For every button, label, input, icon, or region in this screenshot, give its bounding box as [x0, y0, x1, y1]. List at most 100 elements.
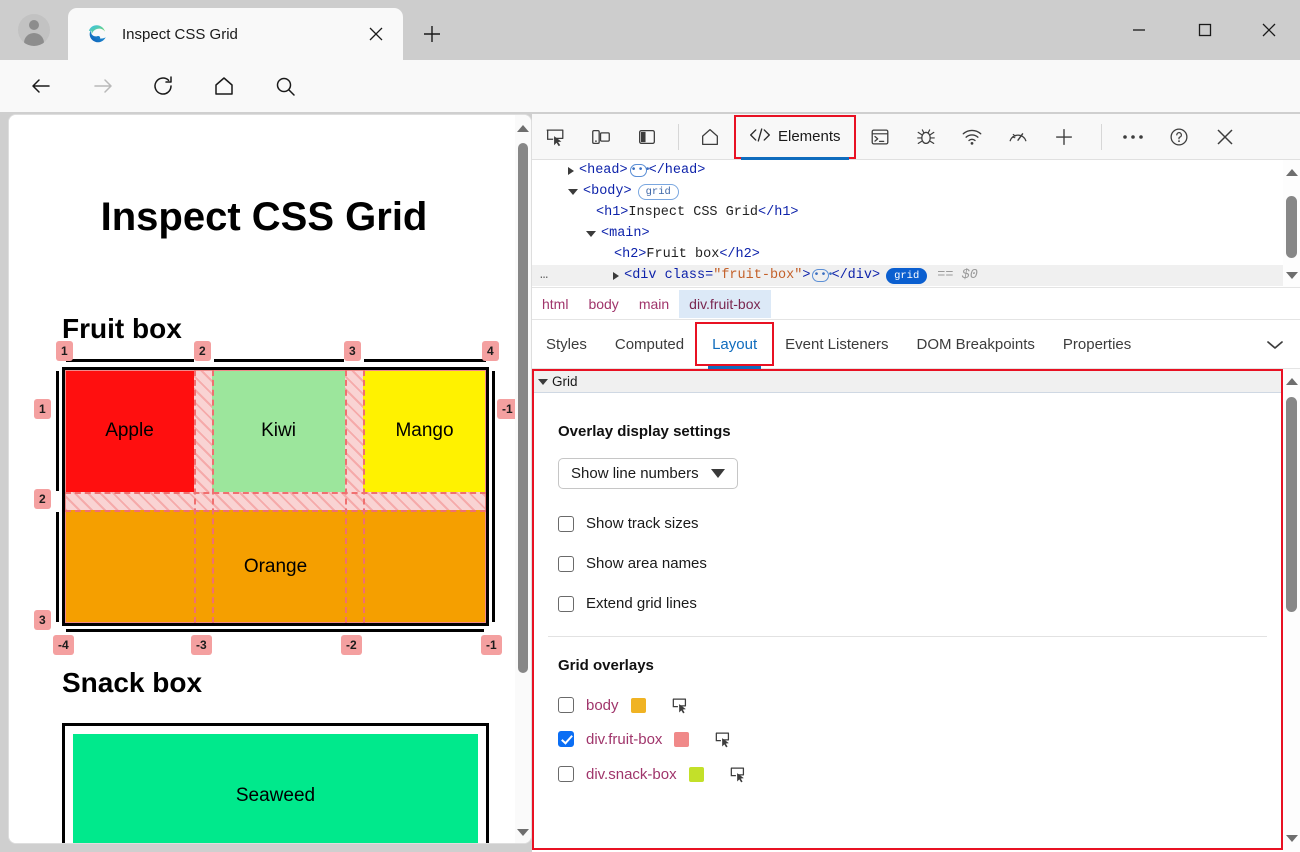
- breadcrumb-item-main[interactable]: main: [638, 295, 670, 312]
- collapsed-children-icon[interactable]: •••: [629, 164, 652, 177]
- tab-event-listeners[interactable]: Event Listeners: [785, 335, 889, 353]
- dock-side-icon[interactable]: [630, 120, 664, 154]
- grid-section-body: Overlay display settings Show line numbe…: [534, 393, 1281, 850]
- devtools-more-icon[interactable]: [1116, 120, 1150, 154]
- breadcrumb-item-body[interactable]: body: [588, 295, 619, 312]
- twisty-open-icon[interactable]: [568, 188, 578, 195]
- checkbox-icon-checked[interactable]: [558, 731, 574, 747]
- chevron-down-icon[interactable]: [1264, 334, 1286, 356]
- back-arrow-icon[interactable]: [20, 66, 62, 106]
- dom-node-h2-fruit[interactable]: <h2> Fruit box </h2>: [532, 244, 1300, 265]
- twisty-open-icon[interactable]: [586, 230, 596, 237]
- close-tab-icon[interactable]: [359, 17, 393, 51]
- dom-node-head[interactable]: <head> ••• </head>: [532, 160, 1300, 181]
- reload-icon[interactable]: [142, 66, 184, 106]
- select-element-icon[interactable]: [713, 729, 733, 749]
- grid-overlay-row-fruit-box[interactable]: div.fruit-box: [558, 729, 733, 749]
- grid-badge[interactable]: grid: [637, 183, 679, 200]
- tab-layout[interactable]: Layout: [695, 322, 775, 369]
- code-brackets-icon: [749, 126, 771, 148]
- add-panel-icon[interactable]: [1047, 120, 1081, 154]
- help-icon[interactable]: [1162, 120, 1196, 154]
- line-numbers-select[interactable]: Show line numbers: [558, 458, 738, 489]
- tab-properties[interactable]: Properties: [1062, 335, 1132, 353]
- layout-pane-scrollbar-thumb[interactable]: [1286, 397, 1297, 612]
- breadcrumb-item-html[interactable]: html: [542, 295, 569, 312]
- tab-dom-breakpoints[interactable]: DOM Breakpoints: [916, 335, 1035, 353]
- dom-tag: <main>: [601, 226, 650, 241]
- scroll-down-arrow-icon[interactable]: [1283, 264, 1300, 286]
- grid-overlay-row-snack-box[interactable]: div.snack-box: [558, 764, 748, 784]
- tab-elements[interactable]: Elements: [734, 114, 856, 160]
- debugger-icon[interactable]: [909, 120, 943, 154]
- browser-tab[interactable]: Inspect CSS Grid: [68, 8, 403, 60]
- checkbox-extend-grid-lines[interactable]: Extend grid lines: [558, 595, 697, 612]
- breadcrumb-item-div-fruit-box[interactable]: div.fruit-box: [679, 289, 771, 318]
- collapsed-children-icon[interactable]: •••: [812, 269, 835, 282]
- grid-overlay-color-swatch[interactable]: [688, 766, 704, 782]
- checkbox-show-track-sizes[interactable]: Show track sizes: [558, 515, 699, 532]
- dom-node-h1[interactable]: <h1> Inspect CSS Grid </h1>: [532, 202, 1300, 223]
- new-tab-button[interactable]: [412, 14, 452, 54]
- grid-line-badge-col-1: 1: [56, 341, 73, 361]
- dom-tag: <body>: [583, 184, 632, 199]
- minimize-window-button[interactable]: [1110, 8, 1168, 52]
- dom-tag: <h2>: [614, 247, 647, 262]
- twisty-open-icon[interactable]: [538, 378, 548, 385]
- scroll-down-arrow-icon[interactable]: [515, 821, 531, 843]
- grid-overlay-color-swatch[interactable]: [674, 731, 690, 747]
- close-devtools-icon[interactable]: [1208, 120, 1242, 154]
- checkbox-icon[interactable]: [558, 555, 574, 572]
- grid-overlay-row-body[interactable]: body: [558, 695, 690, 715]
- select-element-icon[interactable]: [728, 764, 748, 784]
- checkbox-icon[interactable]: [558, 595, 574, 612]
- scroll-up-arrow-icon[interactable]: [1283, 370, 1300, 392]
- grid-overlay-color-swatch[interactable]: [630, 697, 646, 713]
- select-element-icon[interactable]: [670, 695, 690, 715]
- dom-close-tag: </h2>: [719, 247, 760, 262]
- twisty-closed-icon[interactable]: [613, 271, 620, 280]
- checkbox-show-area-names[interactable]: Show area names: [558, 555, 707, 572]
- dom-node-fruit-box[interactable]: … <div class= "fruit-box" > ••• </div> gri…: [532, 265, 1300, 286]
- dom-tree-scrollbar[interactable]: [1283, 160, 1300, 287]
- close-window-button[interactable]: [1240, 8, 1298, 52]
- twisty-closed-icon[interactable]: [568, 166, 574, 175]
- dom-tag: <head>: [579, 163, 628, 178]
- console-icon[interactable]: [863, 120, 897, 154]
- device-emulation-icon[interactable]: [584, 120, 618, 154]
- search-icon[interactable]: [264, 66, 306, 106]
- profile-button[interactable]: [12, 10, 56, 50]
- ruler-tick-bottom-1: [66, 629, 484, 632]
- scroll-up-arrow-icon[interactable]: [1283, 161, 1300, 183]
- layout-pane-scrollbar[interactable]: [1283, 369, 1300, 852]
- tab-computed[interactable]: Computed: [614, 335, 685, 353]
- checkbox-icon[interactable]: [558, 766, 574, 782]
- breadcrumb: html body main div.fruit-box: [532, 287, 1300, 319]
- maximize-window-button[interactable]: [1176, 8, 1234, 52]
- page-scrollbar[interactable]: [515, 115, 531, 843]
- welcome-home-icon[interactable]: [693, 120, 727, 154]
- home-icon[interactable]: [203, 66, 245, 106]
- devtools-panel: Elements <head> •••: [532, 114, 1300, 852]
- checkbox-icon[interactable]: [558, 515, 574, 532]
- snack-box-heading: Snack box: [62, 667, 203, 698]
- scroll-down-arrow-icon[interactable]: [1283, 827, 1300, 849]
- dom-tree-scrollbar-thumb[interactable]: [1286, 196, 1297, 258]
- dom-tree[interactable]: <head> ••• </head> <body> grid <h1> Insp…: [532, 160, 1300, 287]
- page-viewport: Inspect CSS Grid Fruit box Apple Kiwi Ma…: [8, 114, 532, 844]
- dom-node-body[interactable]: <body> grid: [532, 181, 1300, 202]
- network-icon[interactable]: [955, 120, 989, 154]
- inspect-element-icon[interactable]: [538, 120, 572, 154]
- dom-node-main[interactable]: <main>: [532, 223, 1300, 244]
- node-context-menu-icon[interactable]: …: [540, 268, 550, 283]
- performance-icon[interactable]: [1001, 120, 1035, 154]
- tab-styles[interactable]: Styles: [546, 335, 587, 353]
- rendered-web-page: Inspect CSS Grid Fruit box Apple Kiwi Ma…: [9, 115, 519, 843]
- dom-tag-close-bracket: >: [802, 268, 811, 283]
- page-scrollbar-thumb[interactable]: [518, 143, 528, 673]
- grid-badge-active[interactable]: grid: [886, 267, 928, 284]
- grid-overlays-title: Grid overlays: [558, 657, 654, 674]
- scroll-up-arrow-icon[interactable]: [515, 117, 531, 139]
- grid-section-header[interactable]: Grid: [534, 371, 1281, 393]
- checkbox-icon[interactable]: [558, 697, 574, 713]
